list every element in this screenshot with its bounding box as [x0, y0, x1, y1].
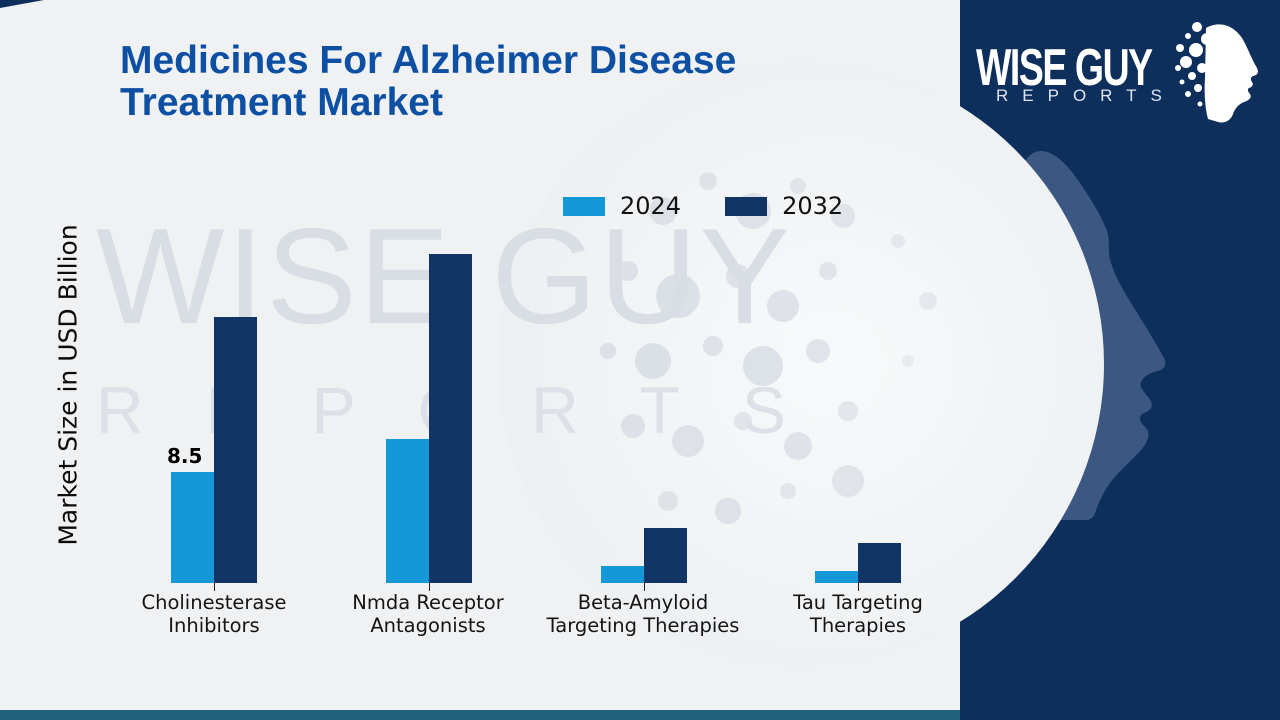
legend-label-2024: 2024: [620, 192, 682, 220]
legend-swatch-2032: [725, 196, 768, 216]
chart-title: Medicines For Alzheimer Disease Treatmen…: [120, 39, 737, 125]
legend-item-2032: 2032: [725, 192, 843, 220]
legend-item-2024: 2024: [563, 192, 681, 220]
logo-subtext: REPORTS: [996, 86, 1176, 105]
y-axis-label: Market Size in USD Billion: [53, 224, 83, 546]
logo-wordmark: WISE GUY: [976, 39, 1153, 97]
category-label-tau-targeting-therapies: Tau Targeting Therapies: [793, 591, 923, 637]
brain-dots-pattern: [600, 172, 937, 524]
category-label-cholinesterase-inhibitors: Cholinesterase Inhibitors: [141, 591, 287, 637]
legend: 2024 2032: [563, 192, 843, 220]
bar-2024-group1: [171, 472, 214, 583]
watermark-brand-line1: WISE GUY: [96, 200, 793, 352]
corner-accent-triangle: [0, 0, 44, 8]
watermark-brand-line2: REPORTS: [96, 373, 848, 447]
bottom-accent-bar: [0, 710, 960, 720]
x-axis-tick: [214, 583, 215, 591]
bar-2024-group2: [385, 439, 429, 583]
category-label-beta-amyloid-targeting-therapies: Beta-Amyloid Targeting Therapies: [546, 591, 740, 637]
bar-2032-group1: [214, 317, 257, 583]
x-axis-tick: [428, 583, 430, 591]
legend-label-2032: 2032: [782, 192, 844, 220]
head-circle-backdrop: [498, 61, 1104, 667]
category-label-nmda-receptor-antagonists: Nmda Receptor Antagonists: [352, 591, 504, 637]
logo-head-icon: [1175, 22, 1258, 123]
legend-swatch-2024: [563, 196, 605, 216]
